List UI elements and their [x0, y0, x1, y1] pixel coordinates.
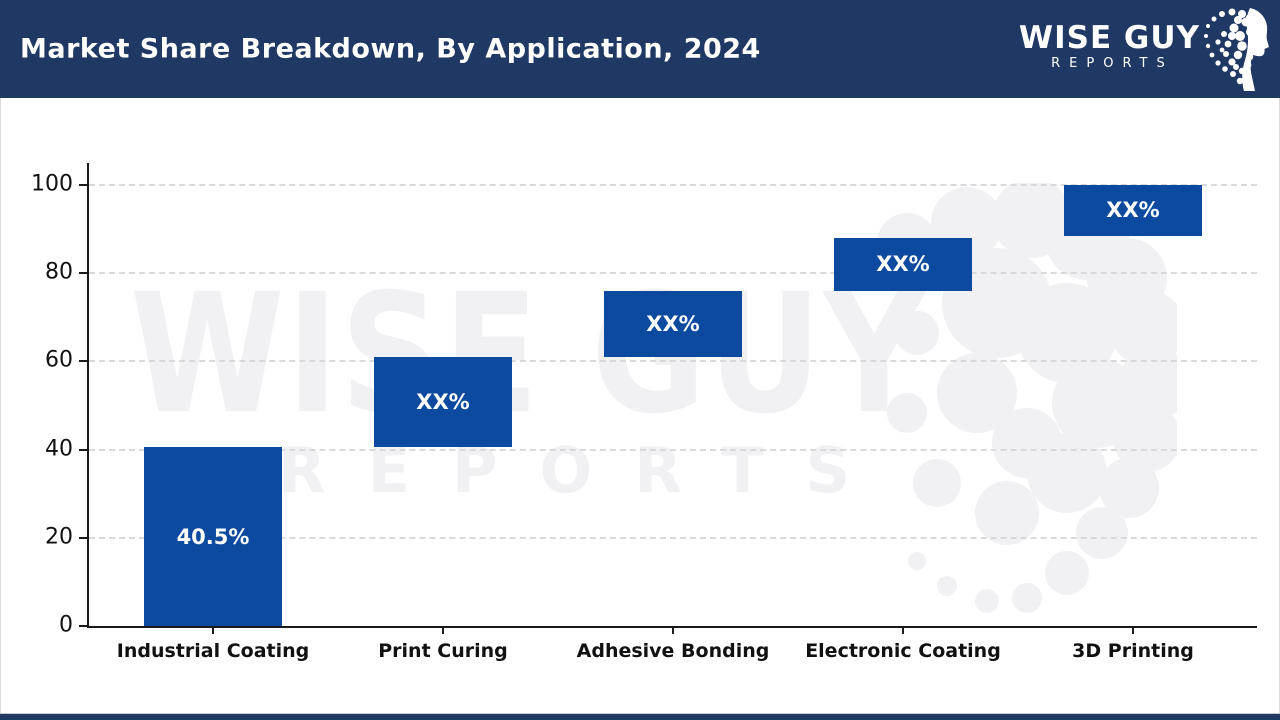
x-axis-tick [212, 626, 214, 634]
gridline [89, 184, 1257, 187]
y-axis-tick [79, 184, 87, 187]
bar-adhesive-bonding: XX% [604, 290, 742, 358]
y-tick-label: 60 [45, 347, 73, 373]
bar-value-label: XX% [646, 311, 700, 336]
bar-value-label: XX% [1106, 198, 1160, 223]
bar-electronic-coating: XX% [834, 237, 972, 291]
bar-value-label: XX% [416, 390, 470, 415]
y-axis-tick [79, 448, 87, 451]
y-tick-label: 80 [45, 259, 73, 285]
y-axis-tick [79, 536, 87, 539]
bar-industrial-coating: 40.5% [144, 447, 282, 626]
gridline [89, 448, 1257, 451]
bar-value-label: 40.5% [176, 524, 250, 549]
gridline [89, 536, 1257, 539]
x-axis-tick [442, 626, 444, 634]
y-axis-tick [79, 272, 87, 275]
page-title: Market Share Breakdown, By Application, … [20, 33, 761, 65]
x-axis-label: Print Curing [378, 640, 508, 662]
y-tick-label: 20 [45, 524, 73, 550]
x-axis-tick [672, 626, 674, 634]
bar-3d-printing: XX% [1064, 185, 1202, 236]
y-tick-label: 0 [59, 612, 73, 638]
logo-subtext: REPORTS [1051, 55, 1174, 71]
y-axis-tick [79, 360, 87, 363]
y-axis-tick [79, 625, 87, 627]
x-axis-label: Industrial Coating [116, 640, 310, 662]
gridline [89, 360, 1257, 363]
logo-wordmark: WISE GUY REPORTS [1019, 22, 1200, 71]
header: Market Share Breakdown, By Application, … [0, 0, 1280, 98]
x-axis-tick [1132, 626, 1134, 634]
bar-print-curing: XX% [374, 357, 512, 448]
logo-head-dots-icon [1204, 8, 1269, 91]
footer-bar [0, 713, 1280, 720]
x-axis-label: Adhesive Bonding [576, 640, 770, 662]
wise-guy-logo: WISE GUY REPORTS [1018, 4, 1269, 94]
bar-value-label: XX% [876, 252, 930, 277]
x-axis-tick [902, 626, 904, 634]
y-tick-label: 40 [45, 435, 73, 461]
logo-wordmark-text: WISE GUY [1018, 20, 1200, 56]
plot-area: 0 20 40 60 80 100 40.5% XX% XX% XX% XX% Industrial … [31, 163, 1257, 662]
gridline [89, 272, 1257, 275]
x-axis-label: Electronic Coating [805, 640, 1001, 662]
y-tick-label: 100 [31, 171, 73, 197]
x-axis-label: 3D Printing [1072, 640, 1194, 662]
